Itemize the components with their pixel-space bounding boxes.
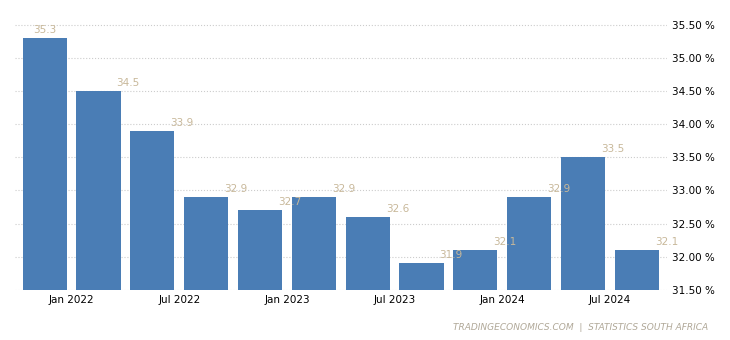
Text: 33.5: 33.5 bbox=[601, 144, 624, 154]
Bar bbox=[130, 131, 174, 290]
Bar bbox=[23, 38, 66, 290]
Text: 32.9: 32.9 bbox=[224, 184, 247, 194]
Bar bbox=[345, 217, 390, 290]
Text: 34.5: 34.5 bbox=[117, 78, 139, 88]
Text: 35.3: 35.3 bbox=[33, 25, 56, 35]
Text: 32.6: 32.6 bbox=[385, 204, 409, 214]
Bar bbox=[292, 197, 336, 290]
Text: 32.9: 32.9 bbox=[548, 184, 571, 194]
Bar bbox=[77, 91, 120, 290]
Text: 33.9: 33.9 bbox=[170, 118, 193, 128]
Bar bbox=[184, 197, 228, 290]
Bar bbox=[453, 250, 497, 290]
Text: 32.7: 32.7 bbox=[278, 197, 301, 207]
Text: 32.9: 32.9 bbox=[332, 184, 355, 194]
Text: 32.1: 32.1 bbox=[493, 237, 517, 247]
Bar bbox=[615, 250, 659, 290]
Bar bbox=[399, 263, 444, 290]
Text: TRADINGECONOMICS.COM  |  STATISTICS SOUTH AFRICA: TRADINGECONOMICS.COM | STATISTICS SOUTH … bbox=[453, 323, 708, 332]
Bar bbox=[561, 157, 605, 290]
Text: 32.1: 32.1 bbox=[655, 237, 678, 247]
Bar bbox=[238, 210, 282, 290]
Bar bbox=[507, 197, 551, 290]
Text: 31.9: 31.9 bbox=[439, 250, 463, 260]
